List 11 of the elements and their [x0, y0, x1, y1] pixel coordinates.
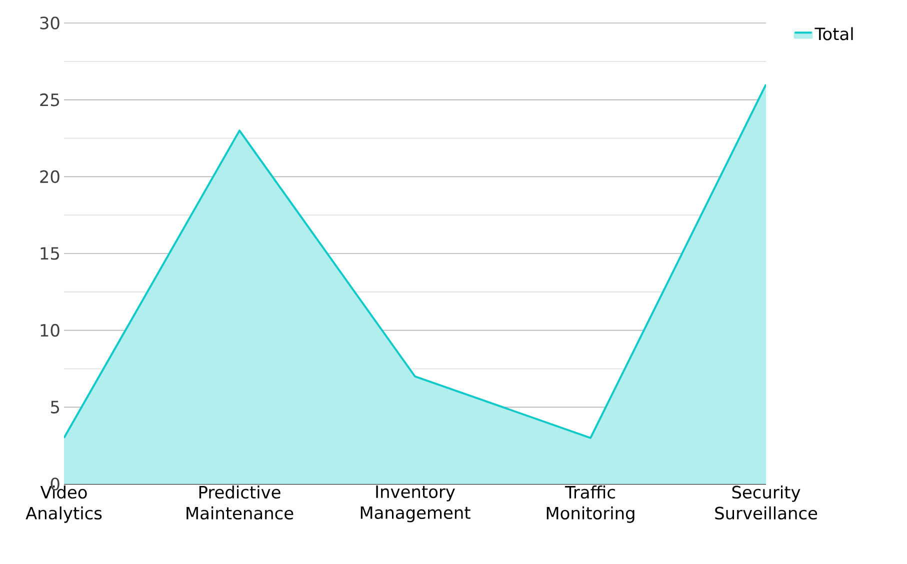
y-tick-label: 10	[40, 324, 60, 337]
y-tick-label: 15	[40, 247, 59, 260]
x-tick-label: Predictive Maintenance	[186, 486, 294, 520]
legend-label: Total	[814, 27, 853, 40]
x-tick-label: Traffic Monitoring	[546, 486, 634, 523]
y-tick-label: 30	[40, 16, 60, 30]
y-tick-label: 20	[40, 170, 60, 184]
x-tick-label: Security Surveillance	[715, 486, 818, 520]
y-tick-label: 25	[40, 93, 59, 106]
x-tick-label: Inventory Management	[360, 486, 470, 522]
y-tick-label: 5	[51, 400, 59, 414]
